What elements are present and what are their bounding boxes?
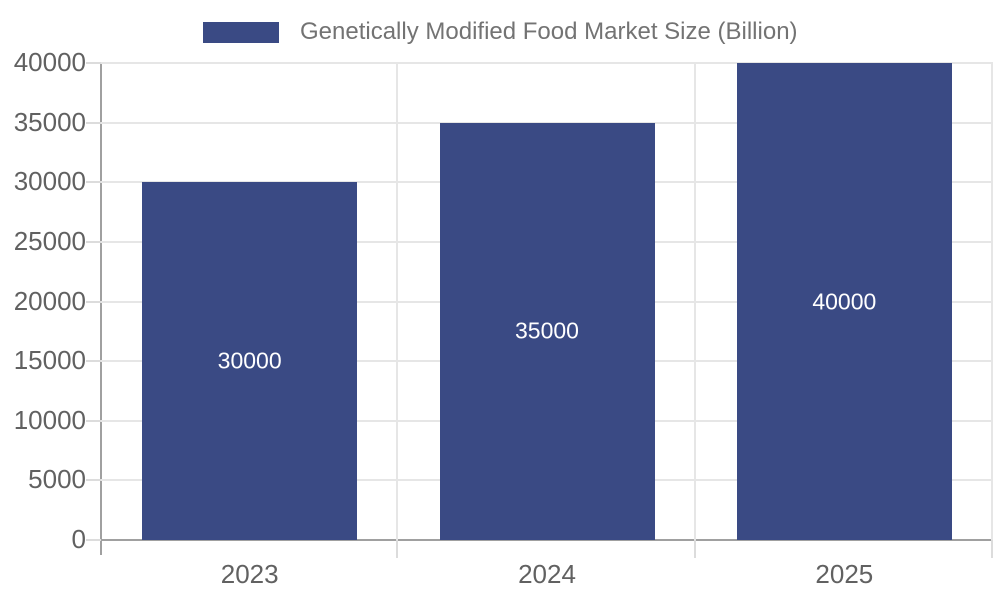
bar-2024 (439, 122, 655, 540)
y-axis-tick-mark (86, 240, 101, 243)
chart-legend[interactable]: Genetically Modified Food Market Size (B… (203, 15, 798, 49)
gridline-vertical (693, 63, 696, 540)
y-axis-tick-label: 40000 (13, 47, 86, 77)
x-axis-tick-label: 2024 (518, 559, 576, 589)
x-axis-tick-label: 2025 (815, 559, 874, 589)
y-axis-tick-mark (86, 181, 101, 184)
bar-value-label: 30000 (217, 347, 282, 374)
y-axis-tick-label: 0 (71, 524, 86, 554)
gridline-horizontal (101, 62, 993, 64)
plot-area: 30000 35000 40000 (86, 62, 993, 558)
y-axis-line (100, 63, 102, 555)
y-axis-tick-mark (86, 419, 101, 422)
bar-2025 (736, 63, 952, 540)
y-axis-tick-mark (86, 539, 101, 541)
bar-value-label: 35000 (515, 317, 579, 344)
x-axis-tick-label: 2023 (220, 559, 279, 589)
x-axis-tick-mark (396, 540, 399, 558)
x-axis-tick-mark (693, 540, 696, 558)
gridline-vertical (396, 63, 399, 540)
legend-label: Genetically Modified Food Market Size (B… (300, 18, 798, 45)
bar-value-label: 40000 (812, 288, 877, 314)
y-axis-tick-mark (86, 479, 101, 482)
y-axis-tick-mark (86, 121, 101, 124)
y-axis-tick-mark (86, 300, 101, 303)
y-axis-tick-label: 15000 (13, 345, 86, 376)
y-axis-tick-mark (86, 360, 101, 363)
y-axis-tick-label: 20000 (13, 285, 86, 316)
bar-2023 (142, 182, 358, 540)
x-axis-line (86, 539, 993, 541)
y-axis-tick-label: 5000 (28, 464, 86, 495)
y-axis-tick-label: 10000 (13, 404, 86, 435)
y-axis-tick-label: 35000 (13, 106, 86, 137)
y-axis-tick-mark (86, 62, 101, 64)
gridline-vertical (991, 63, 993, 540)
y-axis-tick-label: 30000 (13, 166, 86, 197)
legend-swatch (203, 21, 279, 43)
y-axis-tick-label: 25000 (13, 225, 86, 256)
x-axis-tick-mark (991, 540, 993, 558)
